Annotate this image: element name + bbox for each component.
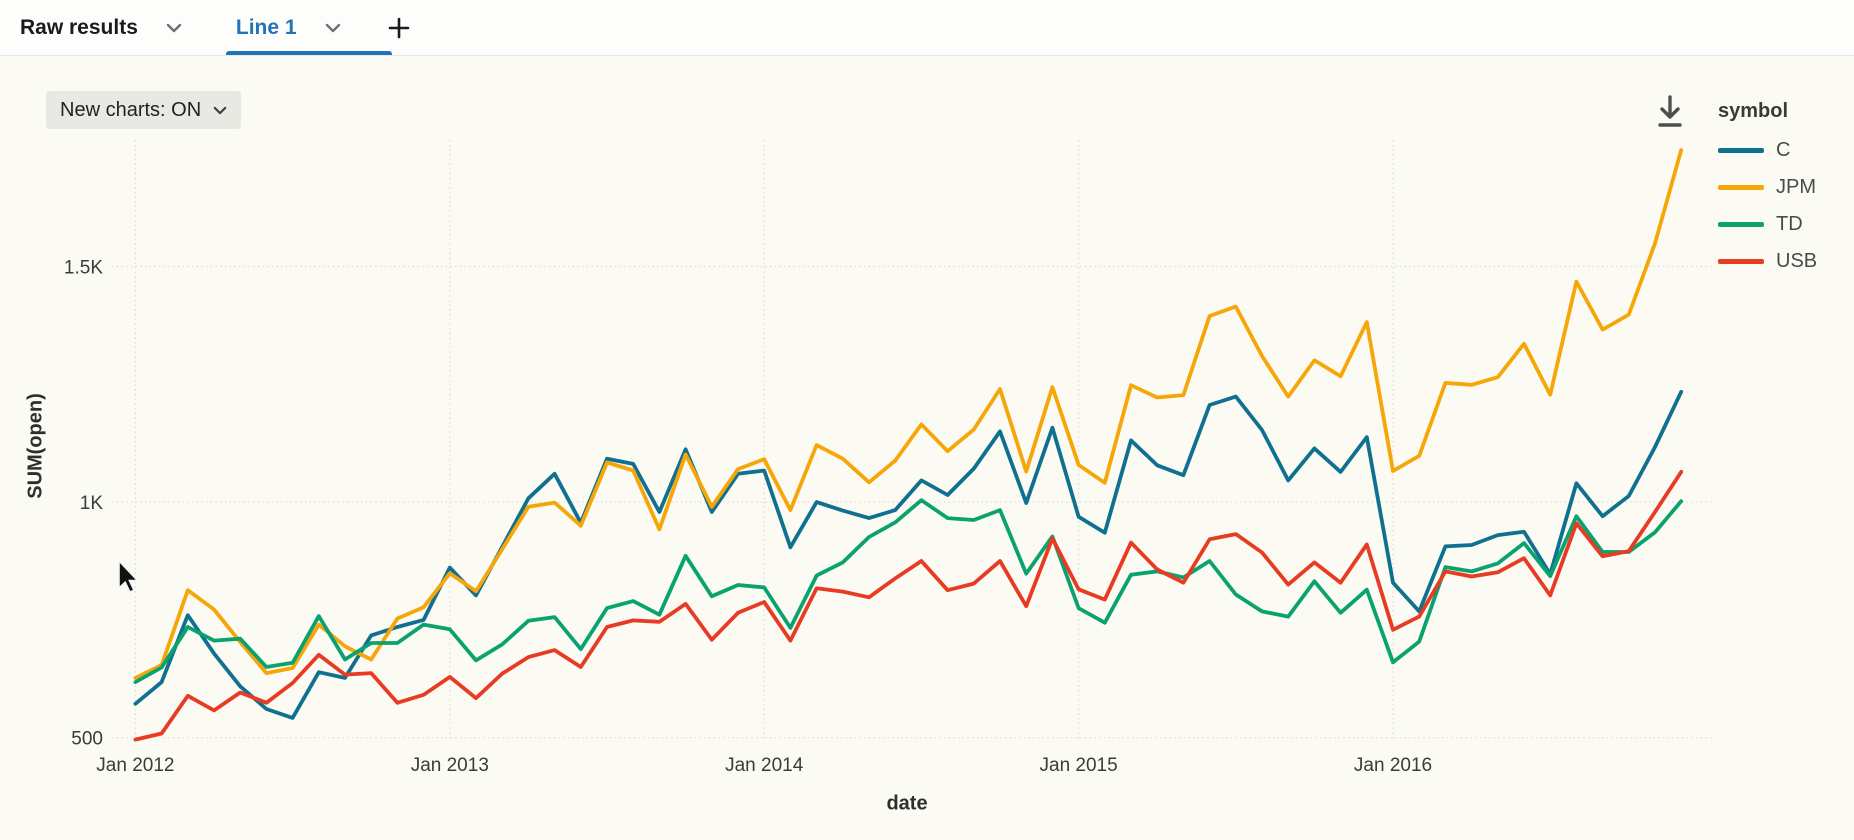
legend-item: TD xyxy=(1718,213,1817,235)
x-axis-title: date xyxy=(886,792,928,815)
legend-item: C xyxy=(1718,139,1817,161)
tab-bar: Raw results Line 1 xyxy=(0,0,1854,56)
legend-title: symbol xyxy=(1718,100,1789,122)
x-tick-label: Jan 2012 xyxy=(96,755,174,776)
series-line-TD xyxy=(133,498,1684,684)
legend: symbol C JPM TD USB xyxy=(1718,100,1817,287)
y-tick-label: 500 xyxy=(71,729,103,750)
add-chart-button[interactable] xyxy=(385,14,413,42)
new-charts-toggle-label: New charts: ON xyxy=(60,98,202,121)
legend-item: USB xyxy=(1718,250,1817,272)
series-line-USB xyxy=(133,469,1684,742)
chevron-down-icon xyxy=(213,106,227,114)
active-tab-underline xyxy=(226,51,392,55)
y-axis-title: SUM(open) xyxy=(24,393,47,499)
mouse-cursor xyxy=(118,558,140,594)
download-icon[interactable] xyxy=(1652,92,1688,134)
series-swatch xyxy=(1718,258,1764,264)
y-tick-label: 1K xyxy=(80,493,104,514)
x-tick-label: Jan 2013 xyxy=(411,755,489,776)
series-swatch xyxy=(1718,147,1764,153)
legend-item: JPM xyxy=(1718,176,1817,198)
legend-label: USB xyxy=(1776,249,1818,272)
x-tick-label: Jan 2014 xyxy=(725,755,804,776)
series-swatch xyxy=(1718,184,1764,190)
tab-line-1-label: Line 1 xyxy=(235,15,297,39)
series-line-JPM xyxy=(133,148,1684,680)
legend-label: TD xyxy=(1776,212,1803,235)
x-tick-label: Jan 2016 xyxy=(1354,755,1432,776)
legend-label: JPM xyxy=(1776,175,1816,198)
tab-line-1[interactable]: Line 1 xyxy=(236,16,341,40)
x-tick-label: Jan 2015 xyxy=(1040,755,1118,776)
new-charts-toggle[interactable]: New charts: ON xyxy=(46,91,242,129)
plus-icon xyxy=(388,17,409,38)
tab-raw-results[interactable]: Raw results xyxy=(20,16,182,40)
series-swatch xyxy=(1718,221,1764,227)
tab-raw-results-label: Raw results xyxy=(20,15,138,39)
legend-label: C xyxy=(1776,138,1791,161)
chevron-down-icon[interactable] xyxy=(166,23,182,33)
chevron-down-icon[interactable] xyxy=(325,23,341,33)
y-tick-label: 1.5K xyxy=(64,258,103,279)
